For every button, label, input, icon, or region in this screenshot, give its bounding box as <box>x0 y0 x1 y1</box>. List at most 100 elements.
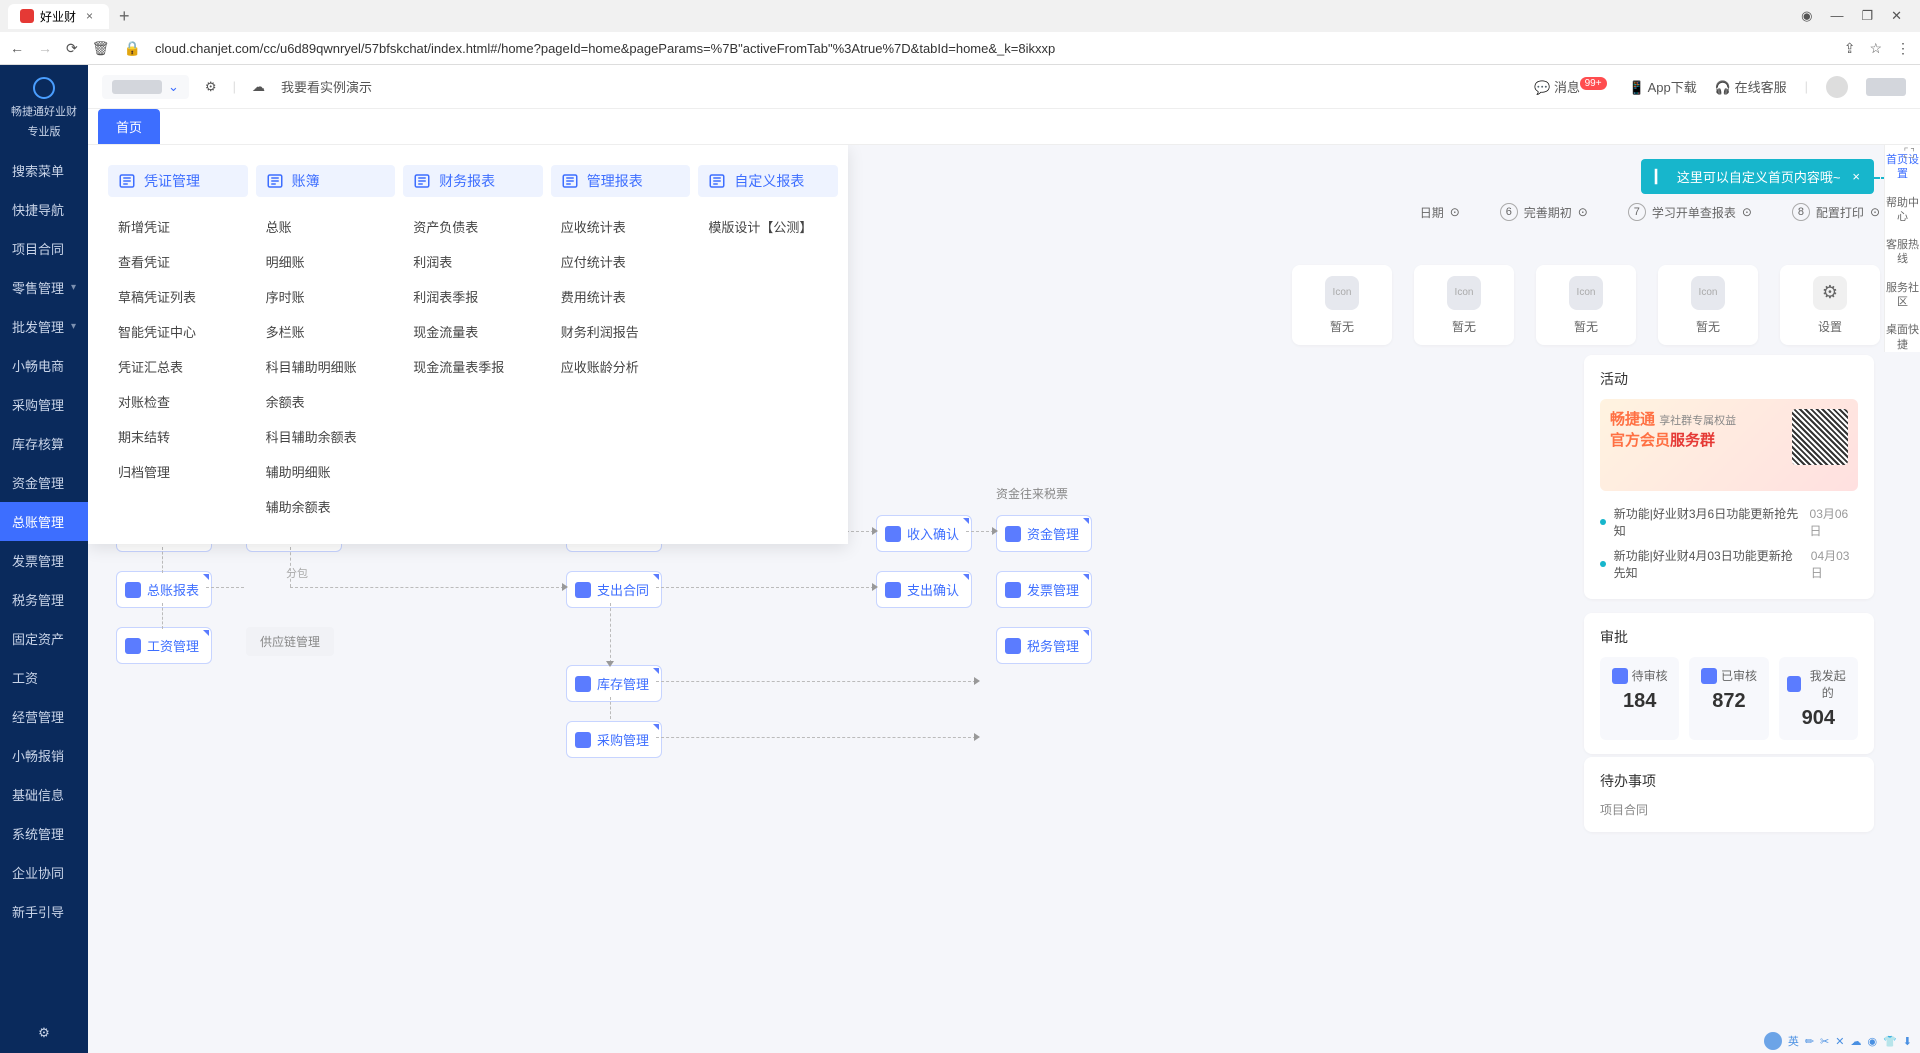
org-selector[interactable]: ⌄ <box>102 75 189 99</box>
megamenu-item[interactable]: 新增凭证 <box>108 209 248 244</box>
url-field[interactable]: cloud.chanjet.com/cc/u6d89qwnryel/57bfsk… <box>155 41 1830 56</box>
rail-hotline[interactable]: 客服热线 <box>1885 238 1920 267</box>
megamenu-header[interactable]: 管理报表 <box>551 165 691 197</box>
sidebar-item[interactable]: 系统管理 <box>0 814 88 853</box>
star-icon[interactable]: ☆ <box>1869 40 1882 57</box>
sidebar-item[interactable]: 工资 <box>0 658 88 697</box>
promo-banner[interactable]: 畅捷通 享社群专属权益 官方会员服务群 <box>1600 399 1858 491</box>
sidebar-item[interactable]: 采购管理 <box>0 385 88 424</box>
rail-community[interactable]: 服务社区 <box>1885 281 1920 310</box>
shortcut-settings[interactable]: ⚙设置 <box>1780 265 1880 345</box>
shortcut-card[interactable]: Icon暂无 <box>1658 265 1758 345</box>
taskbar-icon[interactable] <box>1764 1032 1782 1050</box>
megamenu-item[interactable]: 期末结转 <box>108 419 248 454</box>
browser-tab[interactable]: 好业财 × <box>8 4 109 29</box>
trash-icon[interactable]: 🗑 <box>92 40 110 57</box>
sidebar-item[interactable]: 批发管理▾ <box>0 307 88 346</box>
sidebar-item[interactable]: 税务管理 <box>0 580 88 619</box>
step-6[interactable]: 6完善期初 ⊙ <box>1500 203 1588 221</box>
node-stock[interactable]: 库存管理 <box>566 665 662 702</box>
megamenu-item[interactable]: 应收账龄分析 <box>551 349 691 384</box>
megamenu-header[interactable]: 自定义报表 <box>698 165 838 197</box>
sidebar-item[interactable]: 快捷导航 <box>0 190 88 229</box>
step-5[interactable]: 日期 ⊙ <box>1420 204 1460 221</box>
shortcut-card[interactable]: Icon暂无 <box>1536 265 1636 345</box>
sidebar-item[interactable]: 发票管理 <box>0 541 88 580</box>
megamenu-item[interactable]: 科目辅助余额表 <box>256 419 396 454</box>
megamenu-item[interactable]: 凭证汇总表 <box>108 349 248 384</box>
megamenu-item[interactable]: 余额表 <box>256 384 396 419</box>
sidebar-item[interactable]: 零售管理▾ <box>0 268 88 307</box>
megamenu-header[interactable]: 凭证管理 <box>108 165 248 197</box>
news-item[interactable]: 新功能|好业财4月03日功能更新抢先知04月03日 <box>1600 543 1858 585</box>
megamenu-item[interactable]: 多栏账 <box>256 314 396 349</box>
node-salary[interactable]: 工资管理 <box>116 627 212 664</box>
node-invoice[interactable]: 发票管理 <box>996 571 1092 608</box>
support-link[interactable]: 🎧 在线客服 <box>1715 77 1787 96</box>
sidebar-item[interactable]: 总账管理 <box>0 502 88 541</box>
rail-help[interactable]: 帮助中心 <box>1885 196 1920 225</box>
approval-pending[interactable]: 待审核184 <box>1600 657 1679 740</box>
node-income-confirm[interactable]: 收入确认 <box>876 515 972 552</box>
node-ledger[interactable]: 总账报表 <box>116 571 212 608</box>
megamenu-item[interactable]: 模版设计【公测】 <box>698 209 838 244</box>
news-item[interactable]: 新功能|好业财3月6日功能更新抢先知03月06日 <box>1600 501 1858 543</box>
sidebar-item[interactable]: 固定资产 <box>0 619 88 658</box>
maximize-icon[interactable]: ❐ <box>1861 8 1873 24</box>
sidebar-item[interactable]: 基础信息 <box>0 775 88 814</box>
reload-icon[interactable]: ⟳ <box>66 40 78 57</box>
megamenu-item[interactable]: 利润表 <box>403 244 543 279</box>
gear-icon[interactable]: ⚙ <box>205 79 217 95</box>
megamenu-item[interactable]: 资产负债表 <box>403 209 543 244</box>
sidebar-item[interactable]: 资金管理 <box>0 463 88 502</box>
megamenu-item[interactable]: 应付统计表 <box>551 244 691 279</box>
megamenu-item[interactable]: 草稿凭证列表 <box>108 279 248 314</box>
node-expense[interactable]: 支出合同 <box>566 571 662 608</box>
megamenu-item[interactable]: 明细账 <box>256 244 396 279</box>
megamenu-header[interactable]: 财务报表 <box>403 165 543 197</box>
node-purchase[interactable]: 采购管理 <box>566 721 662 758</box>
megamenu-item[interactable]: 辅助余额表 <box>256 489 396 524</box>
megamenu-item[interactable]: 查看凭证 <box>108 244 248 279</box>
minimize-icon[interactable]: — <box>1830 8 1843 24</box>
new-tab-button[interactable]: + <box>109 6 140 27</box>
megamenu-item[interactable]: 科目辅助明细账 <box>256 349 396 384</box>
megamenu-item[interactable]: 对账检查 <box>108 384 248 419</box>
megamenu-item[interactable]: 归档管理 <box>108 454 248 489</box>
megamenu-item[interactable]: 财务利润报告 <box>551 314 691 349</box>
megamenu-item[interactable]: 智能凭证中心 <box>108 314 248 349</box>
sidebar-item[interactable]: 搜索菜单 <box>0 151 88 190</box>
menu-icon[interactable]: ⋮ <box>1896 40 1910 57</box>
sidebar-item[interactable]: 小畅电商 <box>0 346 88 385</box>
megamenu-item[interactable]: 总账 <box>256 209 396 244</box>
step-8[interactable]: 8配置打印 ⊙ <box>1792 203 1880 221</box>
sidebar-item[interactable]: 新手引导 <box>0 892 88 931</box>
megamenu-item[interactable]: 利润表季报 <box>403 279 543 314</box>
megamenu-item[interactable]: 现金流量表季报 <box>403 349 543 384</box>
share-icon[interactable]: ⇪ <box>1844 40 1856 57</box>
ime-label[interactable]: 英 <box>1788 1033 1799 1049</box>
megamenu-item[interactable]: 辅助明细账 <box>256 454 396 489</box>
demo-link[interactable]: 我要看实例演示 <box>281 77 372 96</box>
node-tax[interactable]: 税务管理 <box>996 627 1092 664</box>
megamenu-header[interactable]: 账簿 <box>256 165 396 197</box>
close-tab-icon[interactable]: × <box>82 9 97 23</box>
sidebar-item[interactable]: 小畅报销 <box>0 736 88 775</box>
megamenu-item[interactable]: 费用统计表 <box>551 279 691 314</box>
tab-home[interactable]: 首页 <box>98 109 160 144</box>
megamenu-item[interactable]: 应收统计表 <box>551 209 691 244</box>
shortcut-card[interactable]: Icon暂无 <box>1292 265 1392 345</box>
fullscreen-icon[interactable]: ⛶ <box>1904 145 1914 162</box>
sidebar-item[interactable]: 项目合同 <box>0 229 88 268</box>
nav-back-icon[interactable]: ← <box>10 40 24 56</box>
sidebar-item[interactable]: 库存核算 <box>0 424 88 463</box>
messages-link[interactable]: 💬 消息 99+ <box>1534 77 1610 96</box>
sidebar-item[interactable]: 企业协同 <box>0 853 88 892</box>
rail-desktop[interactable]: 桌面快捷 <box>1885 323 1920 352</box>
node-fund[interactable]: 资金管理 <box>996 515 1092 552</box>
node-expense-confirm[interactable]: 支出确认 <box>876 571 972 608</box>
approval-done[interactable]: 已审核872 <box>1689 657 1768 740</box>
sidebar-settings-icon[interactable]: ⚙ <box>0 1013 88 1053</box>
rail-home-settings[interactable]: 首页设置 <box>1885 153 1920 182</box>
approval-mine[interactable]: 我发起的904 <box>1779 657 1858 740</box>
